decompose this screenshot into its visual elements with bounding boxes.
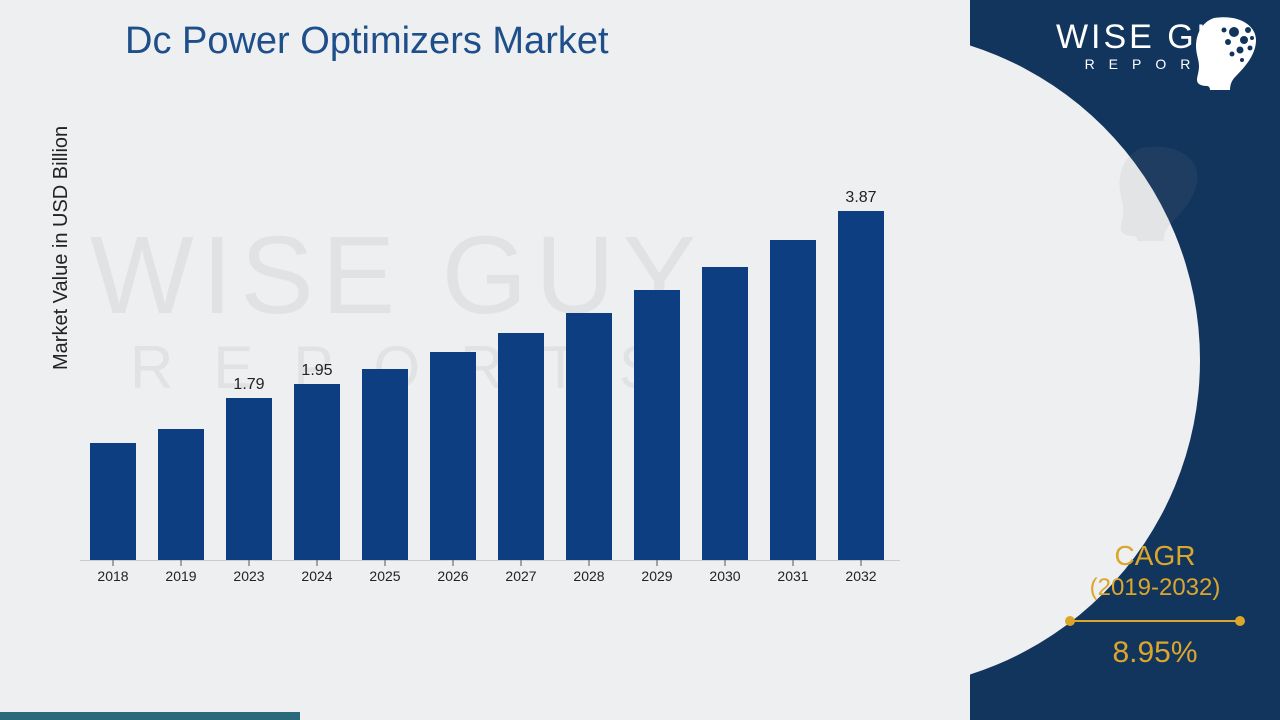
bottom-accent-bar [0,712,300,720]
bar-value-label: 1.79 [233,376,264,394]
bar [566,313,612,560]
x-tick-mark [725,560,726,566]
x-tick-mark [453,560,454,566]
bar-value-label: 1.95 [301,362,332,380]
watermark-head-icon [1117,145,1200,248]
bar [294,384,340,560]
x-axis-line [80,560,900,561]
cagr-value: 8.95% [1030,636,1280,670]
chart-area: 1.79 1.95 3.87 2018 2019 2023 2024 2025 2026 202… [80,190,900,590]
bar-group: 3.87 [838,211,884,560]
bar [634,290,680,560]
x-tick-label: 2027 [505,568,536,584]
x-tick-label: 2031 [777,568,808,584]
bar [838,211,884,560]
bar-group [362,369,408,560]
x-tick-label: 2028 [573,568,604,584]
x-tick-mark [793,560,794,566]
brand-head-icon [1194,16,1258,95]
x-tick-label: 2030 [709,568,740,584]
x-tick-mark [317,560,318,566]
x-tick-mark [861,560,862,566]
cagr-range: (2019-2032) [1030,574,1280,602]
bar-group: 1.79 [226,398,272,560]
cagr-divider [1070,620,1240,622]
bar-group [158,429,204,560]
bar-group: 1.95 [294,384,340,560]
brand-logo: WISE GUY REPORTS [1056,20,1250,72]
x-axis: 2018 2019 2023 2024 2025 2026 2027 2028 2029 2030… [80,560,900,590]
x-tick-mark [113,560,114,566]
bar [362,369,408,560]
bar-group [90,443,136,560]
bar-group [634,290,680,560]
x-tick-label: 2023 [233,568,264,584]
x-tick-label: 2025 [369,568,400,584]
x-tick-label: 2024 [301,568,332,584]
x-tick-mark [657,560,658,566]
x-tick-mark [249,560,250,566]
x-tick-mark [385,560,386,566]
chart-title: Dc Power Optimizers Market [125,20,609,63]
x-tick-label: 2029 [641,568,672,584]
bar-group [498,333,544,560]
cagr-block: CAGR (2019-2032) 8.95% [1030,540,1280,670]
x-tick-label: 2018 [97,568,128,584]
bar-group [430,352,476,560]
chart-canvas: WISE GUY REPORTS Dc Power Optimizers Mar… [0,0,1280,720]
bar [90,443,136,560]
x-tick-label: 2026 [437,568,468,584]
y-axis-label: Market Value in USD Billion [50,126,73,370]
x-tick-mark [181,560,182,566]
bar-group [566,313,612,560]
x-tick-mark [521,560,522,566]
bar [702,267,748,560]
bar-group [702,267,748,560]
bar [430,352,476,560]
x-tick-mark [589,560,590,566]
bar [770,240,816,560]
x-tick-label: 2019 [165,568,196,584]
bar [158,429,204,560]
cagr-title: CAGR [1030,540,1280,572]
bar-value-label: 3.87 [845,189,876,207]
bar-group [770,240,816,560]
bar [226,398,272,560]
bar [498,333,544,560]
plot-region: 1.79 1.95 3.87 [80,190,900,560]
x-tick-label: 2032 [845,568,876,584]
